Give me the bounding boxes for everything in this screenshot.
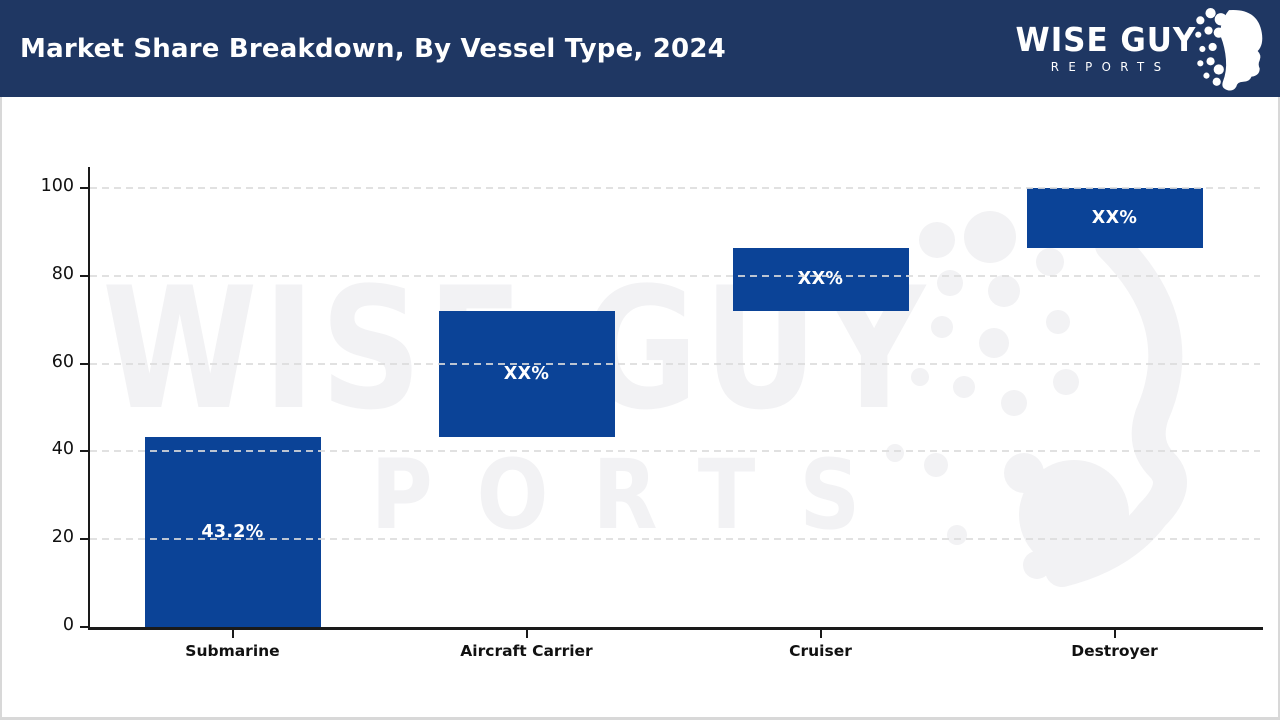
gridline [90,362,1260,365]
bar-aircraft-carrier: XX% [438,310,615,438]
header: Market Share Breakdown, By Vessel Type, … [0,0,1280,97]
y-tick-label: 100 [40,176,74,196]
watermark-face-icon [886,211,1187,587]
logo-subtitle: REPORTS [1050,58,1171,74]
y-tick-label: 0 [62,615,74,635]
logo-text: WISE GUY REPORTS [1015,23,1196,74]
logo-wordmark: WISE GUY [1015,20,1196,60]
x-axis-label: Cruiser [789,642,852,660]
x-axis-label: Submarine [185,642,280,660]
bar-value-label: XX% [1091,207,1138,228]
y-tick-label: 40 [51,439,74,460]
gridline [90,187,1260,189]
bar-cruiser: XX% [732,247,909,311]
y-tick [80,274,88,277]
page-title: Market Share Breakdown, By Vessel Type, … [20,33,726,64]
x-axis [88,627,1263,630]
x-axis-label: Aircraft Carrier [460,642,593,660]
x-tick [231,630,234,638]
bar-value-label: XX% [797,269,844,290]
wiseguy-face-icon [1195,7,1263,91]
gridline [90,274,1260,277]
y-tick-label: 60 [51,351,74,372]
bar-value-label: XX% [503,364,550,385]
y-axis [88,167,90,630]
bar-submarine: 43.2% [144,437,321,627]
x-tick [819,630,822,638]
y-tick [80,362,88,365]
bar-value-label: 43.2% [201,522,264,543]
x-tick [1113,630,1116,638]
y-tick-label: 20 [51,527,74,548]
chart-area: WISE GUY REPORTS 0 20 40 60 80 100 43.2% Submar… [0,97,1280,720]
y-tick-label: 80 [51,263,74,284]
bar-destroyer: XX% [1026,188,1203,248]
y-tick [80,187,88,189]
y-tick [80,538,88,541]
y-tick [80,450,88,453]
plot: 0 20 40 60 80 100 43.2% Submarine XX% Aircraft Ca… [2,97,1278,717]
y-tick [80,626,88,628]
gridline [90,450,1260,453]
x-tick [525,630,528,638]
wiseguy-logo: WISE GUY REPORTS [1004,6,1280,92]
x-axis-label: Destroyer [1071,642,1158,660]
gridline [90,538,1260,541]
